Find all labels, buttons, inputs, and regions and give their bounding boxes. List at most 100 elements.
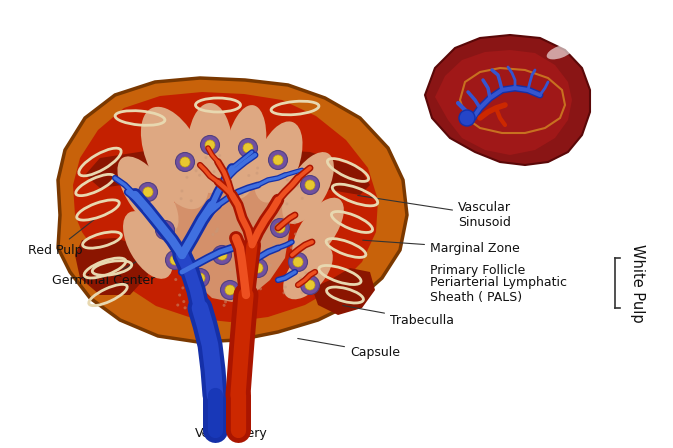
Circle shape [299, 277, 302, 280]
Circle shape [211, 233, 215, 236]
Circle shape [304, 271, 308, 274]
Circle shape [226, 188, 229, 191]
Circle shape [178, 249, 181, 251]
Circle shape [176, 152, 194, 172]
Circle shape [286, 179, 289, 181]
Circle shape [223, 304, 225, 307]
Circle shape [205, 156, 207, 159]
Text: Capsule: Capsule [297, 339, 400, 358]
Circle shape [272, 249, 275, 252]
Circle shape [244, 259, 246, 263]
Circle shape [273, 242, 275, 245]
Circle shape [254, 151, 256, 154]
Circle shape [290, 246, 293, 250]
Circle shape [176, 304, 179, 306]
Circle shape [216, 228, 219, 230]
Circle shape [201, 135, 219, 155]
Circle shape [215, 230, 217, 233]
Circle shape [296, 185, 299, 188]
Circle shape [284, 285, 287, 289]
Circle shape [230, 180, 233, 183]
Circle shape [190, 268, 209, 288]
Circle shape [215, 159, 217, 163]
Circle shape [301, 276, 320, 294]
Circle shape [276, 236, 279, 239]
Text: Marginal Zone: Marginal Zone [363, 240, 520, 254]
Text: White Pulp: White Pulp [631, 244, 645, 322]
Circle shape [222, 163, 225, 166]
Circle shape [248, 258, 267, 277]
Circle shape [180, 190, 184, 193]
Circle shape [217, 162, 219, 165]
Text: Primary Follicle: Primary Follicle [430, 263, 525, 276]
Circle shape [273, 155, 283, 165]
Circle shape [293, 257, 303, 267]
Circle shape [198, 174, 201, 177]
Circle shape [305, 180, 315, 190]
Circle shape [182, 300, 185, 303]
Circle shape [205, 214, 207, 217]
Polygon shape [312, 268, 375, 315]
Circle shape [300, 291, 304, 294]
Circle shape [259, 287, 262, 290]
Circle shape [213, 170, 215, 173]
Text: Germinal Center: Germinal Center [52, 256, 155, 287]
Polygon shape [75, 238, 148, 295]
Circle shape [139, 182, 157, 202]
Circle shape [305, 280, 315, 290]
Circle shape [192, 276, 196, 279]
Circle shape [194, 169, 198, 172]
Circle shape [218, 154, 221, 157]
Circle shape [201, 228, 203, 231]
Ellipse shape [283, 245, 333, 299]
Circle shape [282, 174, 285, 177]
Circle shape [254, 260, 258, 263]
Polygon shape [85, 148, 370, 195]
Circle shape [283, 291, 285, 294]
Circle shape [215, 197, 219, 200]
Circle shape [269, 151, 287, 169]
Circle shape [271, 219, 289, 237]
Ellipse shape [223, 105, 267, 199]
Circle shape [256, 172, 258, 175]
Circle shape [215, 229, 219, 233]
Circle shape [256, 226, 259, 229]
Circle shape [174, 228, 178, 231]
Circle shape [278, 177, 281, 179]
Circle shape [277, 225, 281, 228]
Text: Trabeculla: Trabeculla [343, 306, 454, 327]
Circle shape [232, 192, 235, 194]
Circle shape [190, 199, 192, 202]
Circle shape [205, 264, 209, 267]
Circle shape [181, 286, 184, 289]
Circle shape [275, 223, 285, 233]
Circle shape [221, 280, 240, 300]
Ellipse shape [282, 152, 334, 224]
Circle shape [294, 233, 297, 236]
Polygon shape [58, 78, 407, 342]
Circle shape [304, 277, 307, 280]
Circle shape [155, 220, 174, 240]
Circle shape [178, 293, 181, 297]
Polygon shape [174, 138, 290, 302]
Circle shape [301, 176, 320, 194]
Circle shape [213, 246, 232, 264]
Circle shape [170, 255, 180, 265]
Ellipse shape [546, 45, 573, 60]
Circle shape [209, 253, 211, 256]
Circle shape [174, 278, 177, 281]
Circle shape [264, 269, 267, 272]
Circle shape [235, 273, 238, 276]
Circle shape [193, 224, 196, 227]
Polygon shape [435, 50, 572, 155]
Circle shape [243, 143, 253, 153]
Circle shape [285, 202, 288, 205]
Circle shape [459, 110, 475, 126]
Circle shape [186, 176, 188, 179]
Ellipse shape [141, 107, 209, 209]
Polygon shape [425, 35, 590, 165]
Ellipse shape [292, 198, 344, 263]
Ellipse shape [254, 121, 302, 202]
Polygon shape [73, 92, 378, 322]
Circle shape [180, 197, 182, 200]
